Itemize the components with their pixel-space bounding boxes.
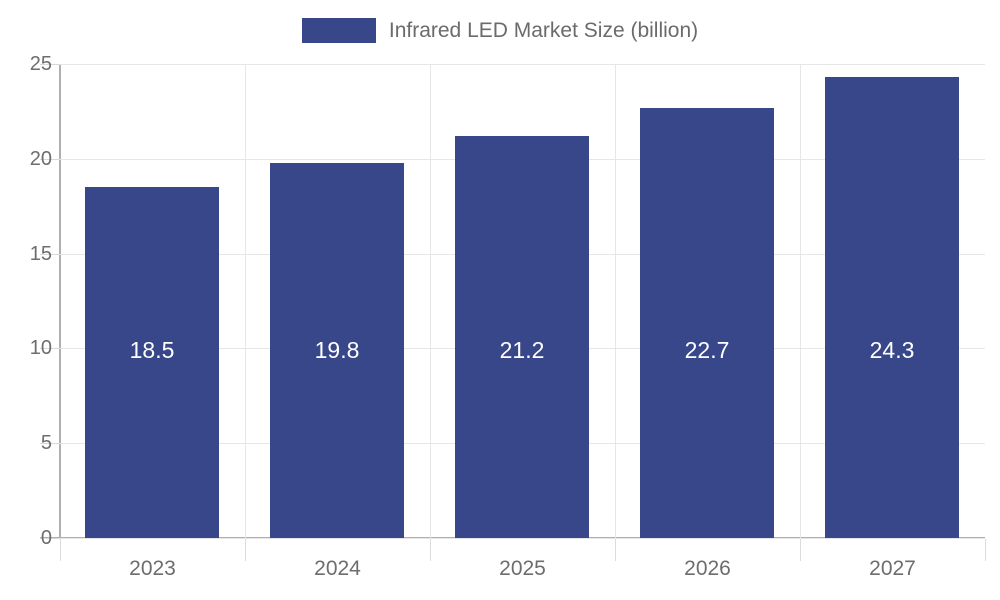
x-tick-label: 2023 — [129, 557, 176, 580]
bar-value-label: 18.5 — [129, 336, 175, 363]
chart-legend: Infrared LED Market Size (billion) — [0, 0, 1000, 60]
y-tick-label: 5 — [40, 432, 52, 455]
x-tick-mark — [60, 539, 61, 561]
x-tick-label: 2027 — [869, 557, 916, 580]
y-axis-line — [59, 64, 61, 539]
bar-value-label: 24.3 — [869, 336, 915, 363]
bar-value-label: 21.2 — [499, 336, 545, 363]
gridline-vertical — [615, 64, 616, 538]
bar[interactable]: 22.7 — [640, 107, 774, 538]
y-tick-mark — [40, 538, 60, 539]
gridline-vertical — [245, 64, 246, 538]
bar-value-label: 22.7 — [684, 336, 730, 363]
y-tick-mark — [40, 64, 60, 65]
x-tick-mark — [985, 539, 986, 561]
y-tick-mark — [40, 253, 60, 255]
plot-area: 18.5 19.8 21.2 22.7 24.3 — [60, 64, 985, 539]
bar[interactable]: 21.2 — [455, 136, 589, 538]
bar[interactable]: 18.5 — [85, 187, 219, 538]
y-tick-label: 20 — [29, 147, 52, 170]
gridline-vertical — [430, 64, 431, 538]
x-tick-label: 2024 — [314, 557, 361, 580]
x-tick-label: 2026 — [684, 557, 731, 580]
x-tick-mark — [245, 539, 246, 561]
y-tick-label: 0 — [40, 527, 52, 549]
gridline-vertical — [800, 64, 801, 538]
y-tick-mark — [40, 158, 60, 160]
bar-value-label: 19.8 — [314, 336, 360, 363]
x-tick-mark — [615, 539, 616, 561]
legend-item-label: Infrared LED Market Size (billion) — [388, 18, 699, 42]
y-tick-mark — [40, 348, 60, 350]
legend-item-infrared-led-market-size[interactable]: Infrared LED Market Size (billion) — [301, 17, 699, 43]
x-tick-label: 2025 — [499, 557, 546, 580]
gridline-horizontal — [60, 538, 985, 539]
y-tick-label: 10 — [29, 337, 52, 360]
bar[interactable]: 19.8 — [270, 162, 404, 538]
x-tick-mark — [800, 539, 801, 561]
gridline-horizontal — [60, 64, 985, 65]
legend-swatch-icon — [301, 17, 376, 43]
y-tick-label: 25 — [29, 53, 52, 75]
x-tick-mark — [430, 539, 431, 561]
y-tick-label: 15 — [29, 242, 52, 265]
bar[interactable]: 24.3 — [825, 77, 959, 538]
y-tick-mark — [40, 443, 60, 445]
